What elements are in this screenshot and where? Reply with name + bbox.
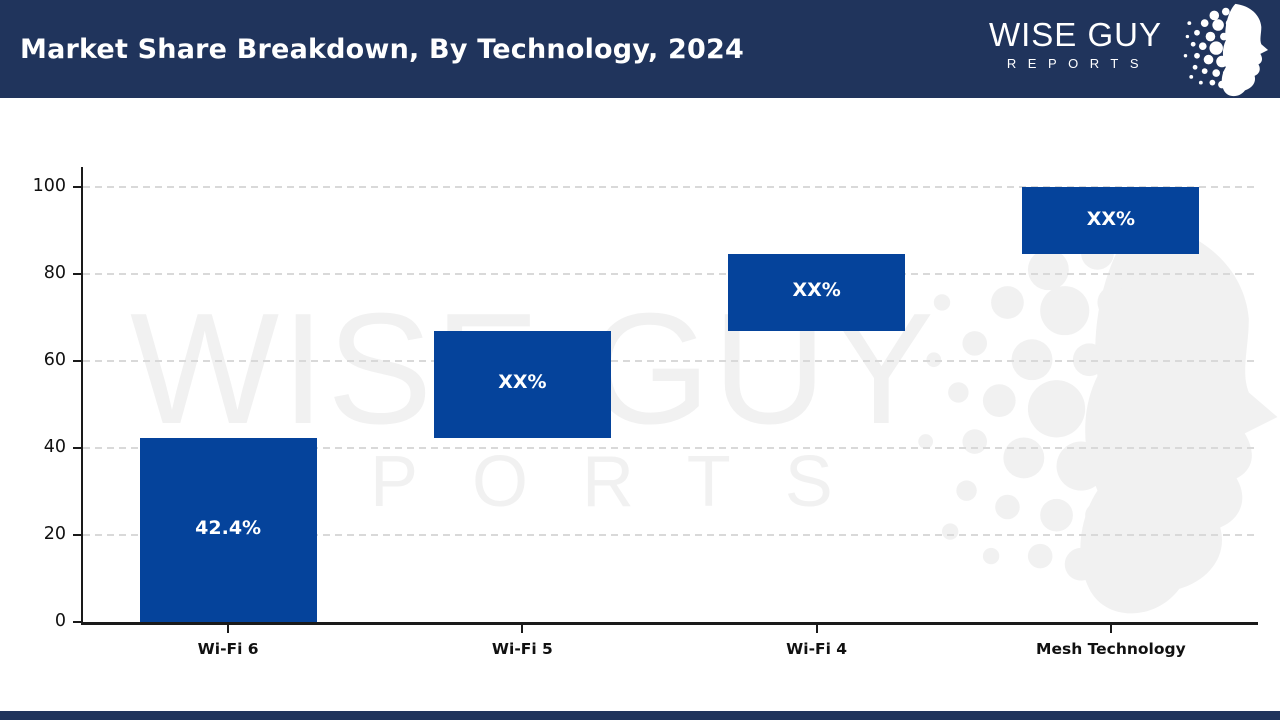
bar-1 [433,330,611,438]
y-tick-40 [73,447,81,449]
x-category-label-1: Wi-Fi 5 [491,640,553,658]
x-tick-1 [521,625,524,633]
bar-2 [728,254,906,331]
bar-value-label-2: XX% [792,279,841,302]
bar-value-label-1: XX% [498,371,547,394]
y-tick-label-20: 20 [43,524,66,544]
bar-3 [1022,187,1200,255]
x-tick-0 [227,625,230,633]
y-tick-label-0: 0 [54,611,66,631]
gridline-40 [83,447,1258,449]
x-category-label-0: Wi-Fi 6 [197,640,259,658]
bar-0 [139,437,317,622]
y-tick-label-100: 100 [32,176,66,196]
gridline-100 [83,186,1258,188]
y-tick-label-80: 80 [43,263,66,283]
x-tick-2 [815,625,818,633]
bar-value-label-3: XX% [1086,207,1136,230]
header-bar: Market Share Breakdown, By Technology, 2… [0,0,1280,98]
page-title: Market Share Breakdown, By Technology, 2… [20,33,745,65]
logo-text: WISE GUY REPORTS [989,16,1162,71]
gridline-20 [83,534,1258,536]
x-axis-line [81,622,1258,625]
gridline-60 [83,360,1258,362]
logo-head-icon [1183,3,1269,97]
y-tick-80 [73,273,81,275]
y-tick-0 [73,621,81,623]
bar-value-label-0: 42.4% [195,516,262,539]
y-tick-60 [73,360,81,362]
y-tick-label-40: 40 [43,437,66,457]
x-category-label-2: Wi-Fi 4 [786,640,848,658]
y-tick-label-60: 60 [43,350,66,370]
gridline-80 [83,273,1258,275]
x-tick-3 [1109,625,1112,633]
y-axis-line [81,167,83,625]
y-tick-100 [73,186,81,188]
wise-guy-logo: WISE GUY REPORTS [989,0,1274,98]
y-tick-20 [73,534,81,536]
logo-wise-guy-label: WISE GUY [988,16,1162,53]
x-category-label-3: Mesh Technology [1036,640,1186,658]
logo-reports-label: REPORTS [1006,56,1151,71]
footer-bar [0,711,1280,720]
